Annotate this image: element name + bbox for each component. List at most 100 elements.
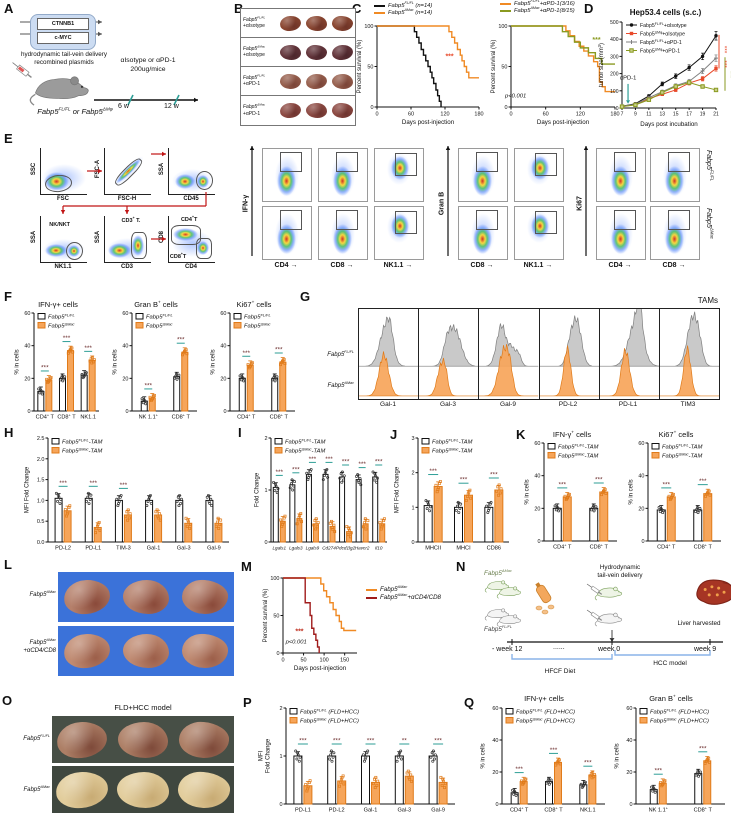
svg-text:13: 13	[660, 112, 666, 118]
svg-text:300: 300	[610, 54, 619, 60]
tam-histogram-PD-L1	[599, 309, 660, 399]
panel-b-label: B	[234, 1, 244, 16]
flow-plot	[458, 148, 508, 202]
svg-text:19: 19	[700, 112, 706, 118]
svg-text:***: ***	[333, 738, 341, 745]
panel-q-title-2: Gran B+ cells	[649, 693, 693, 703]
svg-text:Fabp5ΔMac: Fabp5ΔMac	[48, 322, 75, 330]
k-ki67-chart: 0 20 40 60 % in cells CD4+ T *** CD8+ T *** Fabp5…	[628, 441, 724, 553]
svg-text:40: 40	[24, 344, 30, 350]
density-blob	[473, 165, 492, 196]
svg-text:60: 60	[220, 311, 226, 317]
svg-text:***: ***	[120, 482, 128, 489]
tam-marker-label: Gal-1	[380, 401, 396, 408]
svg-text:60: 60	[626, 706, 632, 712]
svg-text:Days post-injection: Days post-injection	[294, 665, 347, 672]
svg-text:40: 40	[638, 474, 644, 480]
o-liver-photos-row2	[52, 766, 234, 813]
svg-text:Days post-injection: Days post-injection	[537, 119, 590, 126]
svg-text:Fabp5ΔMac: Fabp5ΔMac	[146, 322, 173, 330]
panel-f-title-2: Gran B+ cells	[134, 299, 178, 309]
b-table-row: Fabp5FL/FL +αIsotype	[241, 9, 355, 38]
svg-text:***: ***	[295, 629, 303, 636]
svg-text:2: 2	[264, 436, 267, 442]
svg-text:***: ***	[275, 347, 283, 354]
panel-e-label: E	[4, 131, 13, 146]
tam-histogram-Gal-1	[359, 309, 420, 399]
svg-text:60: 60	[534, 441, 540, 447]
liver-photo	[122, 580, 169, 614]
marker-axis-label: Ki67	[576, 196, 584, 211]
svg-text:0: 0	[281, 658, 284, 664]
density-blob	[665, 223, 684, 254]
flow-plot	[262, 148, 312, 202]
tam-marker-label: TIM3	[680, 401, 696, 408]
svg-text:% in cells: % in cells	[615, 743, 621, 768]
svg-text:0: 0	[27, 409, 30, 415]
marker-axis-label: IFN-γ	[242, 194, 250, 213]
l-row2-label-line1: Fabp5ΔMac	[29, 638, 56, 646]
svg-text:Fabp5ΔMφ+αIsotype: Fabp5ΔMφ+αIsotype	[640, 31, 685, 38]
svg-text:20: 20	[638, 506, 644, 512]
panel-n-label: N	[456, 559, 466, 574]
n-hfcf-diet: HFCF Diet	[544, 668, 576, 675]
n-delivery-2: tail-vein delivery	[597, 572, 643, 579]
svg-text:***: ***	[727, 71, 731, 79]
gate-label: CD3+ T.	[121, 216, 141, 224]
svg-text:CD4+ T: CD4+ T	[553, 544, 572, 551]
panel-f-label: F	[4, 289, 12, 304]
flow-gate	[195, 171, 214, 191]
panel-o-label: O	[2, 693, 13, 708]
svg-text:Lgals9: Lgals9	[306, 546, 320, 551]
panel-k-title-1: IFN-γ+ cells	[552, 429, 592, 439]
liver-photo	[280, 44, 302, 60]
svg-text:***: ***	[434, 738, 442, 745]
svg-text:0: 0	[264, 540, 267, 546]
svg-text:9: 9	[634, 112, 637, 118]
svg-text:NK1.1: NK1.1	[80, 415, 96, 421]
svg-text:***: ***	[429, 468, 437, 475]
svg-text:20: 20	[122, 376, 128, 382]
flow-gate	[336, 210, 359, 230]
svg-text:40: 40	[122, 344, 128, 350]
gate-label: CD8+T	[169, 251, 187, 260]
flow-gate	[65, 241, 84, 261]
flow-plot	[374, 148, 424, 202]
svg-text:***: ***	[595, 477, 603, 484]
b-table-row: Fabp5ΔMac +αIsotype	[241, 38, 355, 67]
q-granb-chart: 0 20 40 60 % in cells NK 1.1+ *** CD8+ T *** Fabp…	[614, 706, 728, 816]
svg-text:0: 0	[504, 105, 507, 111]
flow-plot	[318, 148, 368, 202]
panel-c-survival-left: 0 50 100 0 60 120 180 Percent survival (%) Days …	[356, 22, 484, 126]
flow-gate	[668, 210, 691, 230]
svg-text:Fabp5FL/FL (FLD+HCC): Fabp5FL/FL (FLD+HCC)	[300, 708, 359, 716]
flow-gate	[535, 211, 558, 234]
svg-text:Gal-3: Gal-3	[397, 808, 411, 814]
tam-marker-label: Gal-9	[500, 401, 516, 408]
liver-photo	[122, 634, 169, 668]
svg-text:Pdcd1lg2: Pdcd1lg2	[336, 546, 356, 551]
flow-gate	[535, 153, 558, 176]
svg-text:500: 500	[610, 20, 619, 26]
svg-text:NK1.1: NK1.1	[580, 808, 596, 814]
dose-text: 200ug/mice	[130, 66, 166, 73]
liver-photo	[56, 719, 109, 760]
timepoint-12w: 12 w	[164, 103, 179, 110]
density-blob	[277, 165, 296, 196]
density-blob	[196, 240, 209, 255]
svg-text:Fabp5ΔMac-TAM: Fabp5ΔMac-TAM	[432, 447, 472, 455]
svg-text:% in cells: % in cells	[211, 349, 217, 374]
plasmid-box: CTNNB1 c-MYC	[30, 14, 96, 50]
l-row1-label: Fabp5ΔMac	[29, 590, 56, 598]
ifn-gamma-bar-chart: 0 20 40 60 % in cells CD4+ T *** CD8+ T *** NK1.1…	[14, 311, 102, 423]
legend-entry: Fabp5ΔMac+αPD-1(8/15)	[500, 6, 636, 14]
svg-text:Il10: Il10	[375, 546, 383, 551]
liver-photo	[55, 769, 110, 810]
liver-photo	[279, 72, 302, 90]
b-table-row: Fabp5ΔMac +αPD-1	[241, 96, 355, 125]
svg-text:0: 0	[537, 539, 540, 545]
svg-text:Gal-9: Gal-9	[431, 808, 445, 814]
flow-xlabel: CD3	[120, 264, 133, 270]
flow-gate	[195, 238, 213, 260]
liver-photo	[279, 14, 302, 32]
